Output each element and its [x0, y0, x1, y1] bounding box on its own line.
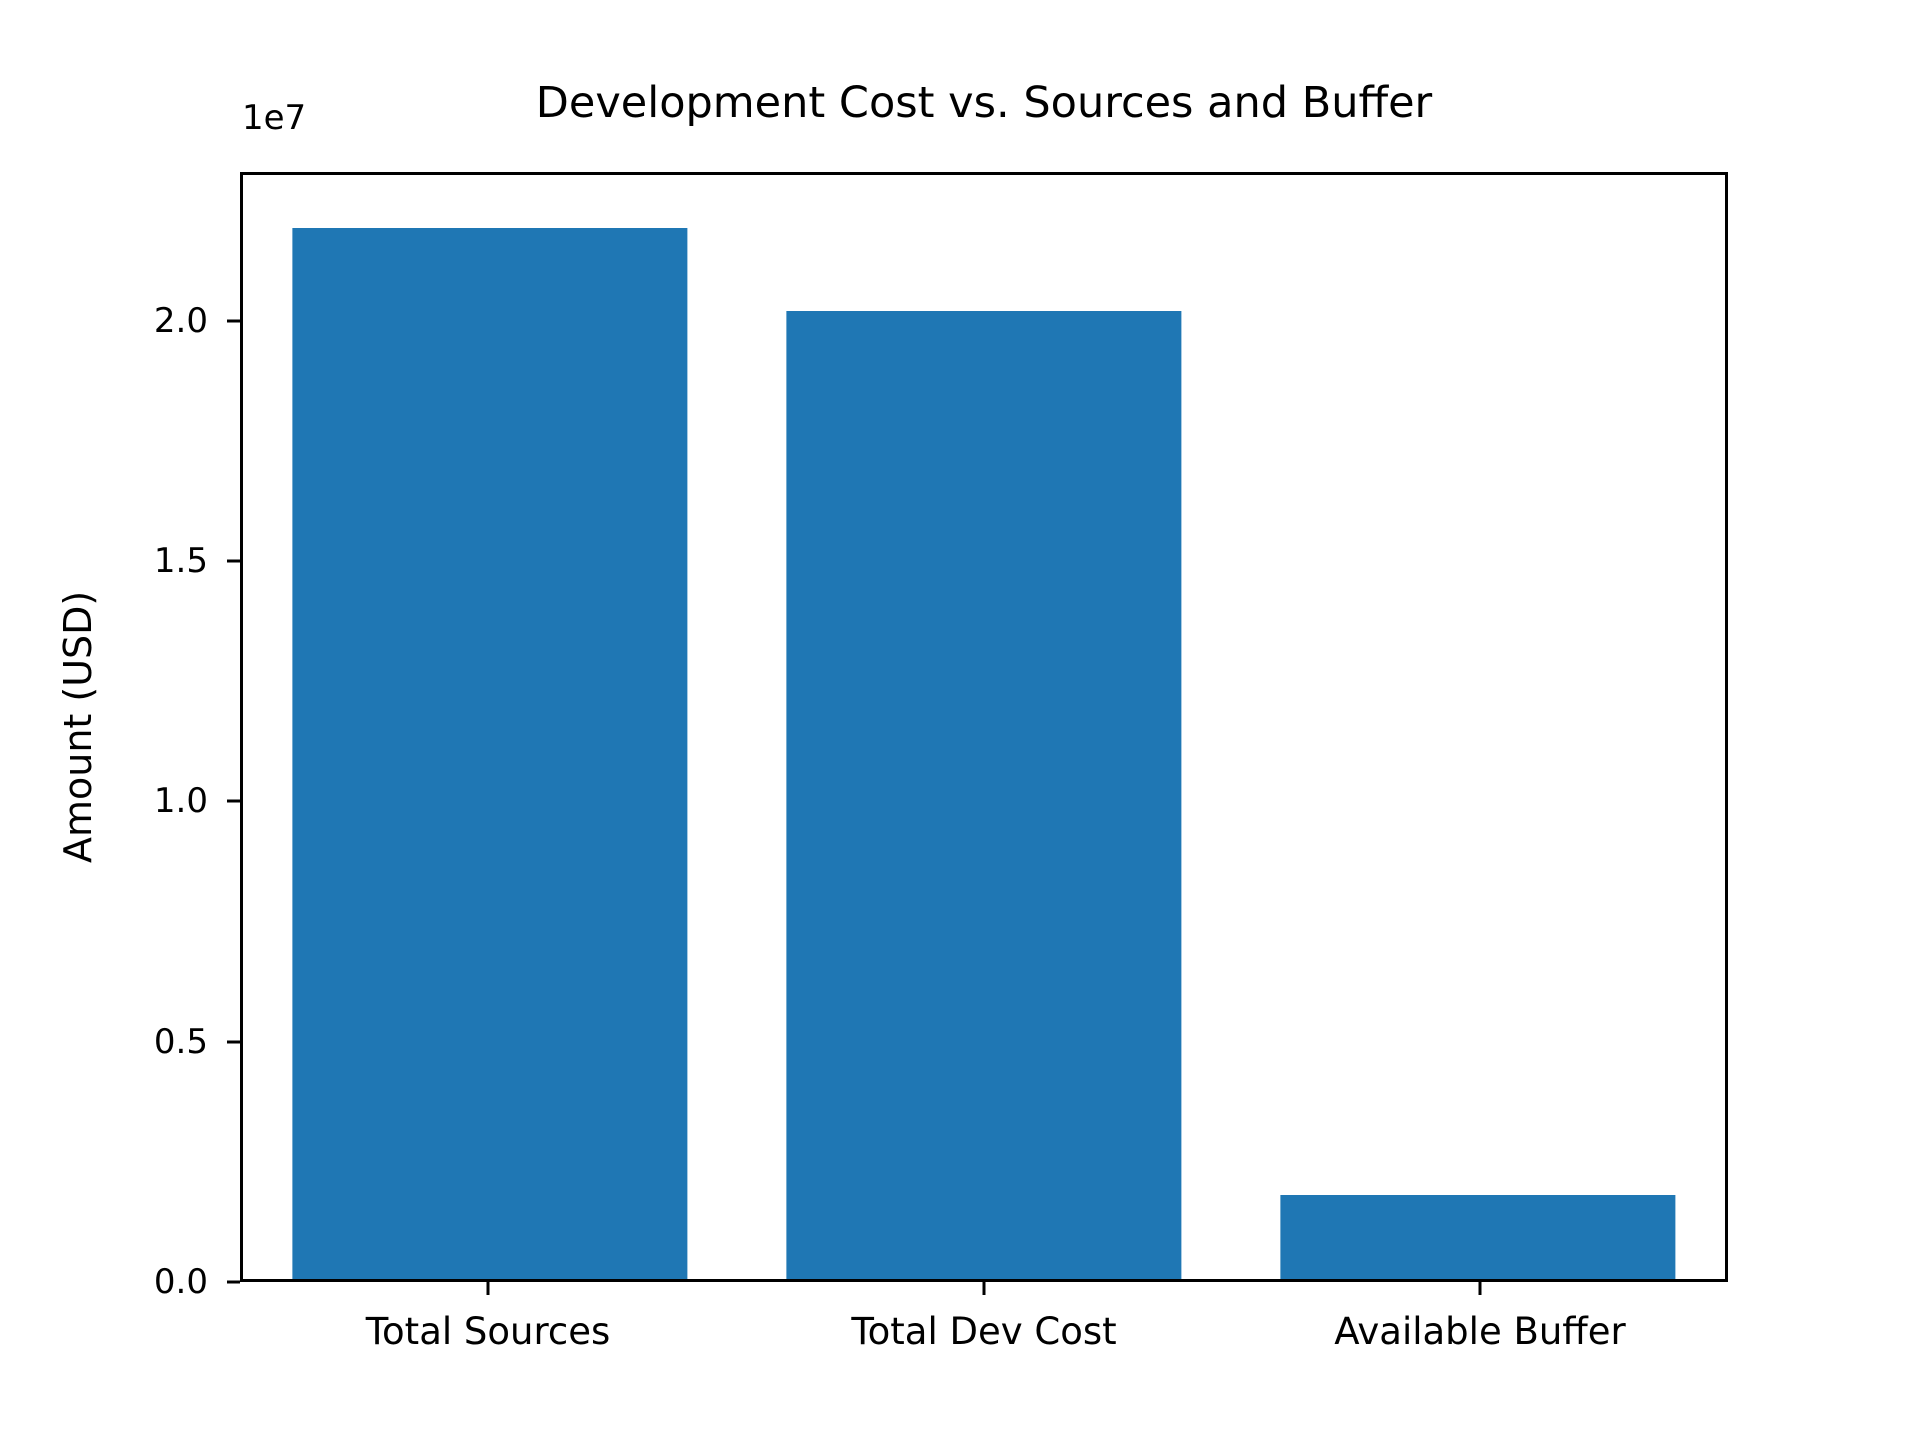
y-tick-label: 2.0	[153, 300, 208, 341]
y-tick-mark	[227, 799, 240, 803]
x-tick-label: Available Buffer	[1334, 1310, 1626, 1353]
y-tick-label: 0.0	[153, 1262, 208, 1302]
chart-title: Development Cost vs. Sources and Buffer	[535, 78, 1433, 128]
y-tick-label: 1.0	[153, 781, 208, 822]
x-tick-label: Total Sources	[365, 1310, 611, 1353]
bar-total-dev-cost	[786, 311, 1182, 1279]
y-tick-label: 0.5	[153, 1021, 208, 1062]
x-axis: Total Sources Total Dev Cost Available B…	[240, 1282, 1728, 1402]
y-axis: 0.0 0.5 1.0 1.5 2.0	[0, 172, 240, 1299]
x-tick-mark	[486, 1282, 490, 1295]
x-tick-mark	[1478, 1282, 1482, 1295]
y-tick-mark	[227, 1280, 240, 1284]
y-tick-mark	[227, 1040, 240, 1044]
x-tick-mark	[982, 1282, 986, 1295]
y-tick-mark	[227, 559, 240, 563]
y-axis-offset-text: 1e7	[242, 98, 307, 138]
bar-available-buffer	[1280, 1195, 1676, 1279]
y-tick-mark	[227, 319, 240, 323]
plot-area	[240, 172, 1728, 1282]
x-tick-label: Total Dev Cost	[851, 1310, 1117, 1353]
y-tick-label: 1.5	[153, 541, 208, 582]
bar-total-sources	[292, 227, 688, 1279]
